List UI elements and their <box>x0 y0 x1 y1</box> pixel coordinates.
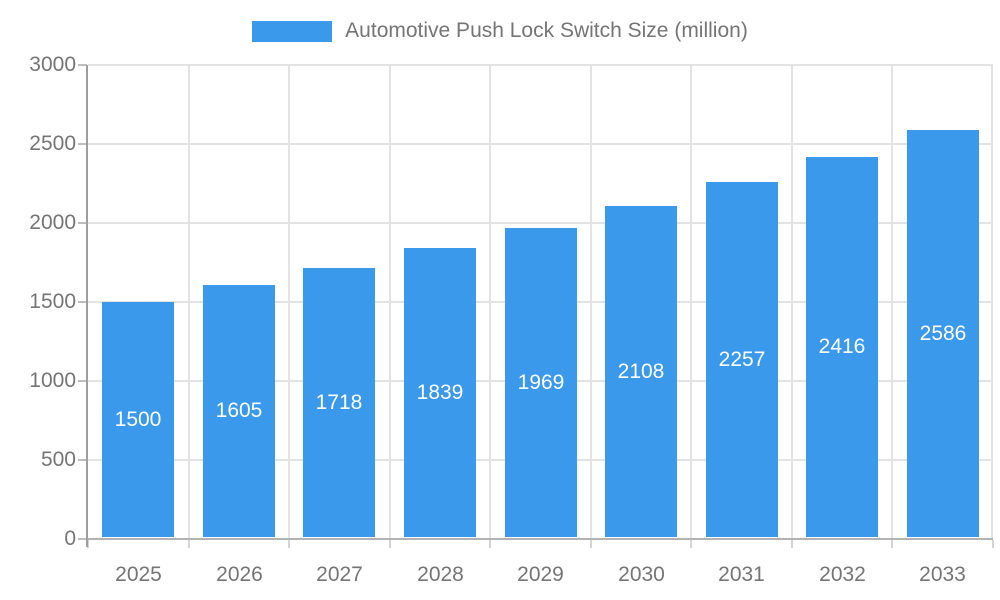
bar-value-label: 2416 <box>818 335 866 358</box>
gridline-vertical <box>791 65 793 539</box>
gridline-horizontal <box>88 143 993 145</box>
y-axis-tick-label: 1000 <box>29 369 76 392</box>
y-axis-tick-label: 1500 <box>29 290 76 313</box>
gridline-vertical <box>389 65 391 539</box>
x-axis-tick <box>489 540 491 548</box>
x-axis-tick <box>590 540 592 548</box>
gridline-vertical <box>288 65 290 539</box>
bar-2025: 1500 <box>102 302 174 537</box>
x-axis-tick <box>87 540 89 548</box>
gridline-vertical <box>690 65 692 539</box>
y-axis-tick <box>78 538 87 540</box>
y-axis-tick <box>78 143 87 145</box>
y-axis-tick-label: 3000 <box>29 53 76 76</box>
y-axis-tick <box>78 459 87 461</box>
bar-2029: 1969 <box>505 228 577 537</box>
legend-item[interactable]: Automotive Push Lock Switch Size (millio… <box>0 17 1000 45</box>
gridline-horizontal <box>88 64 993 66</box>
x-axis-tick <box>992 540 994 548</box>
y-axis-tick <box>78 380 87 382</box>
gridline-horizontal <box>88 222 993 224</box>
bar-2031: 2257 <box>706 182 778 537</box>
x-axis-tick-label: 2033 <box>919 563 966 586</box>
y-axis-tick <box>78 64 87 66</box>
x-axis-tick <box>891 540 893 548</box>
y-axis-tick <box>78 222 87 224</box>
bar-value-label: 2586 <box>919 322 967 345</box>
bar-value-label: 1969 <box>517 371 565 394</box>
x-axis-tick-label: 2031 <box>718 563 765 586</box>
x-axis-tick-label: 2026 <box>216 563 263 586</box>
x-axis-tick-label: 2029 <box>517 563 564 586</box>
gridline-vertical <box>891 65 893 539</box>
x-axis-tick-label: 2028 <box>417 563 464 586</box>
bar-2028: 1839 <box>404 248 476 537</box>
bar-value-label: 1839 <box>416 381 464 404</box>
x-axis-tick <box>690 540 692 548</box>
x-axis-tick-label: 2030 <box>618 563 665 586</box>
x-axis-tick <box>389 540 391 548</box>
bar-2027: 1718 <box>303 268 375 537</box>
y-axis-tick-label: 2500 <box>29 132 76 155</box>
bar-2032: 2416 <box>806 157 878 537</box>
y-axis-tick-label: 500 <box>40 448 76 471</box>
bar-value-label: 1605 <box>215 399 263 422</box>
x-axis-tick-label: 2025 <box>115 563 162 586</box>
bar-value-label: 1500 <box>114 408 162 431</box>
bar-value-label: 2257 <box>718 348 766 371</box>
x-axis-tick <box>288 540 290 548</box>
legend-label: Automotive Push Lock Switch Size (millio… <box>345 19 748 42</box>
x-axis-tick-label: 2027 <box>316 563 363 586</box>
x-axis-tick <box>188 540 190 548</box>
bar-2030: 2108 <box>605 206 677 537</box>
y-axis-tick-label: 0 <box>64 527 76 550</box>
x-axis-tick <box>791 540 793 548</box>
x-axis-tick-label: 2032 <box>819 563 866 586</box>
bar-value-label: 1718 <box>315 391 363 414</box>
gridline-vertical <box>188 65 190 539</box>
bar-2033: 2586 <box>907 130 979 537</box>
y-axis-line <box>86 65 88 547</box>
gridline-vertical <box>991 65 993 539</box>
gridline-vertical <box>590 65 592 539</box>
plot-area: 1500 1605 1718 1839 1969 2108 2257 2416 2586 <box>86 64 993 547</box>
gridline-vertical <box>489 65 491 539</box>
y-axis-tick <box>78 301 87 303</box>
x-axis-line <box>88 538 993 540</box>
legend-swatch <box>252 20 333 42</box>
bar-value-label: 2108 <box>617 360 665 383</box>
bar-2026: 1605 <box>203 285 275 537</box>
y-axis-tick-label: 2000 <box>29 211 76 234</box>
